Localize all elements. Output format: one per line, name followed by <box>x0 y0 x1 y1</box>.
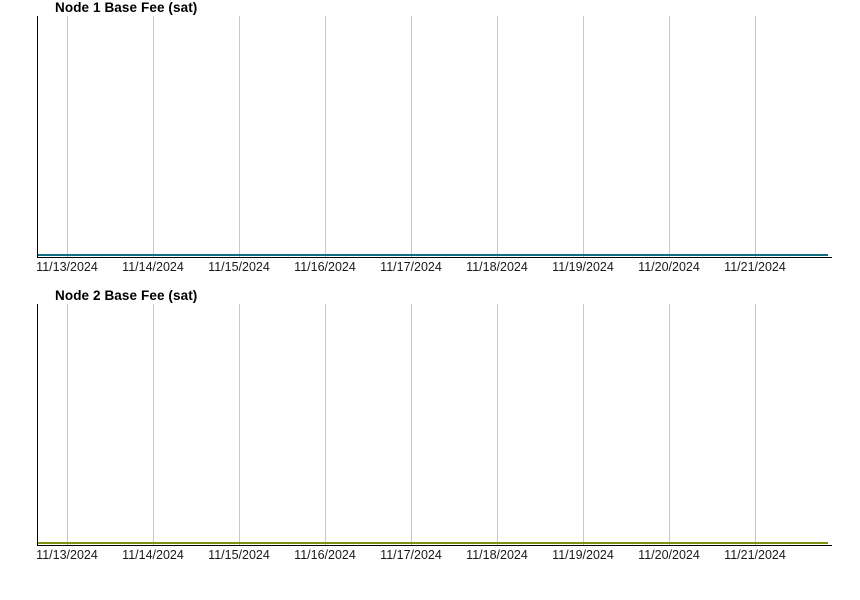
x-axis-spine-node-2 <box>37 545 832 546</box>
gridline <box>755 16 756 258</box>
x-axis-tick-label: 11/18/2024 <box>466 260 528 274</box>
x-axis-tick-label: 11/21/2024 <box>724 548 786 562</box>
x-axis-tick-label: 11/14/2024 <box>122 548 184 562</box>
chart-panel-node-2: Node 2 Base Fee (sat) 11/13/2024 11/14/20… <box>0 288 860 578</box>
x-axis-tick-label: 11/13/2024 <box>36 548 98 562</box>
gridline <box>583 16 584 258</box>
chart-title-node-2: Node 2 Base Fee (sat) <box>55 288 198 303</box>
x-axis-tick-label: 11/19/2024 <box>552 548 614 562</box>
x-axis-tick-label: 11/17/2024 <box>380 260 442 274</box>
series-line-node-2 <box>38 542 828 544</box>
x-axis-tick-label: 11/20/2024 <box>638 548 700 562</box>
x-axis-spine-node-1 <box>37 257 832 258</box>
plot-area-node-2 <box>37 304 832 546</box>
y-axis-spine-node-2 <box>37 304 38 546</box>
gridline <box>497 16 498 258</box>
gridline <box>669 16 670 258</box>
gridline <box>153 16 154 258</box>
gridline <box>411 16 412 258</box>
plot-area-node-1 <box>37 16 832 258</box>
gridline <box>325 304 326 546</box>
x-axis-tick-label: 11/19/2024 <box>552 260 614 274</box>
chart-panel-node-1: Node 1 Base Fee (sat) 11/13/2024 11/14/20… <box>0 0 860 290</box>
gridline <box>583 304 584 546</box>
gridlines-node-1 <box>37 16 832 258</box>
gridlines-node-2 <box>37 304 832 546</box>
gridline <box>325 16 326 258</box>
x-axis-tick-label: 11/14/2024 <box>122 260 184 274</box>
chart-title-node-1: Node 1 Base Fee (sat) <box>55 0 198 15</box>
gridline <box>67 304 68 546</box>
x-axis-tick-label: 11/21/2024 <box>724 260 786 274</box>
series-line-node-1 <box>38 254 828 256</box>
x-axis-tick-label: 11/15/2024 <box>208 260 270 274</box>
x-axis-tick-label: 11/13/2024 <box>36 260 98 274</box>
gridline <box>755 304 756 546</box>
gridline <box>67 16 68 258</box>
gridline <box>411 304 412 546</box>
gridline <box>497 304 498 546</box>
x-axis-tick-label: 11/20/2024 <box>638 260 700 274</box>
x-axis-tick-labels-node-2: 11/13/2024 11/14/2024 11/15/2024 11/16/2024… <box>36 548 832 564</box>
x-axis-tick-label: 11/18/2024 <box>466 548 528 562</box>
x-axis-tick-label: 11/16/2024 <box>294 548 356 562</box>
y-axis-spine-node-1 <box>37 16 38 258</box>
x-axis-tick-label: 11/16/2024 <box>294 260 356 274</box>
gridline <box>669 304 670 546</box>
x-axis-tick-label: 11/17/2024 <box>380 548 442 562</box>
gridline <box>239 304 240 546</box>
gridline <box>239 16 240 258</box>
x-axis-tick-label: 11/15/2024 <box>208 548 270 562</box>
gridline <box>153 304 154 546</box>
x-axis-tick-labels-node-1: 11/13/2024 11/14/2024 11/15/2024 11/16/2024… <box>36 260 832 276</box>
